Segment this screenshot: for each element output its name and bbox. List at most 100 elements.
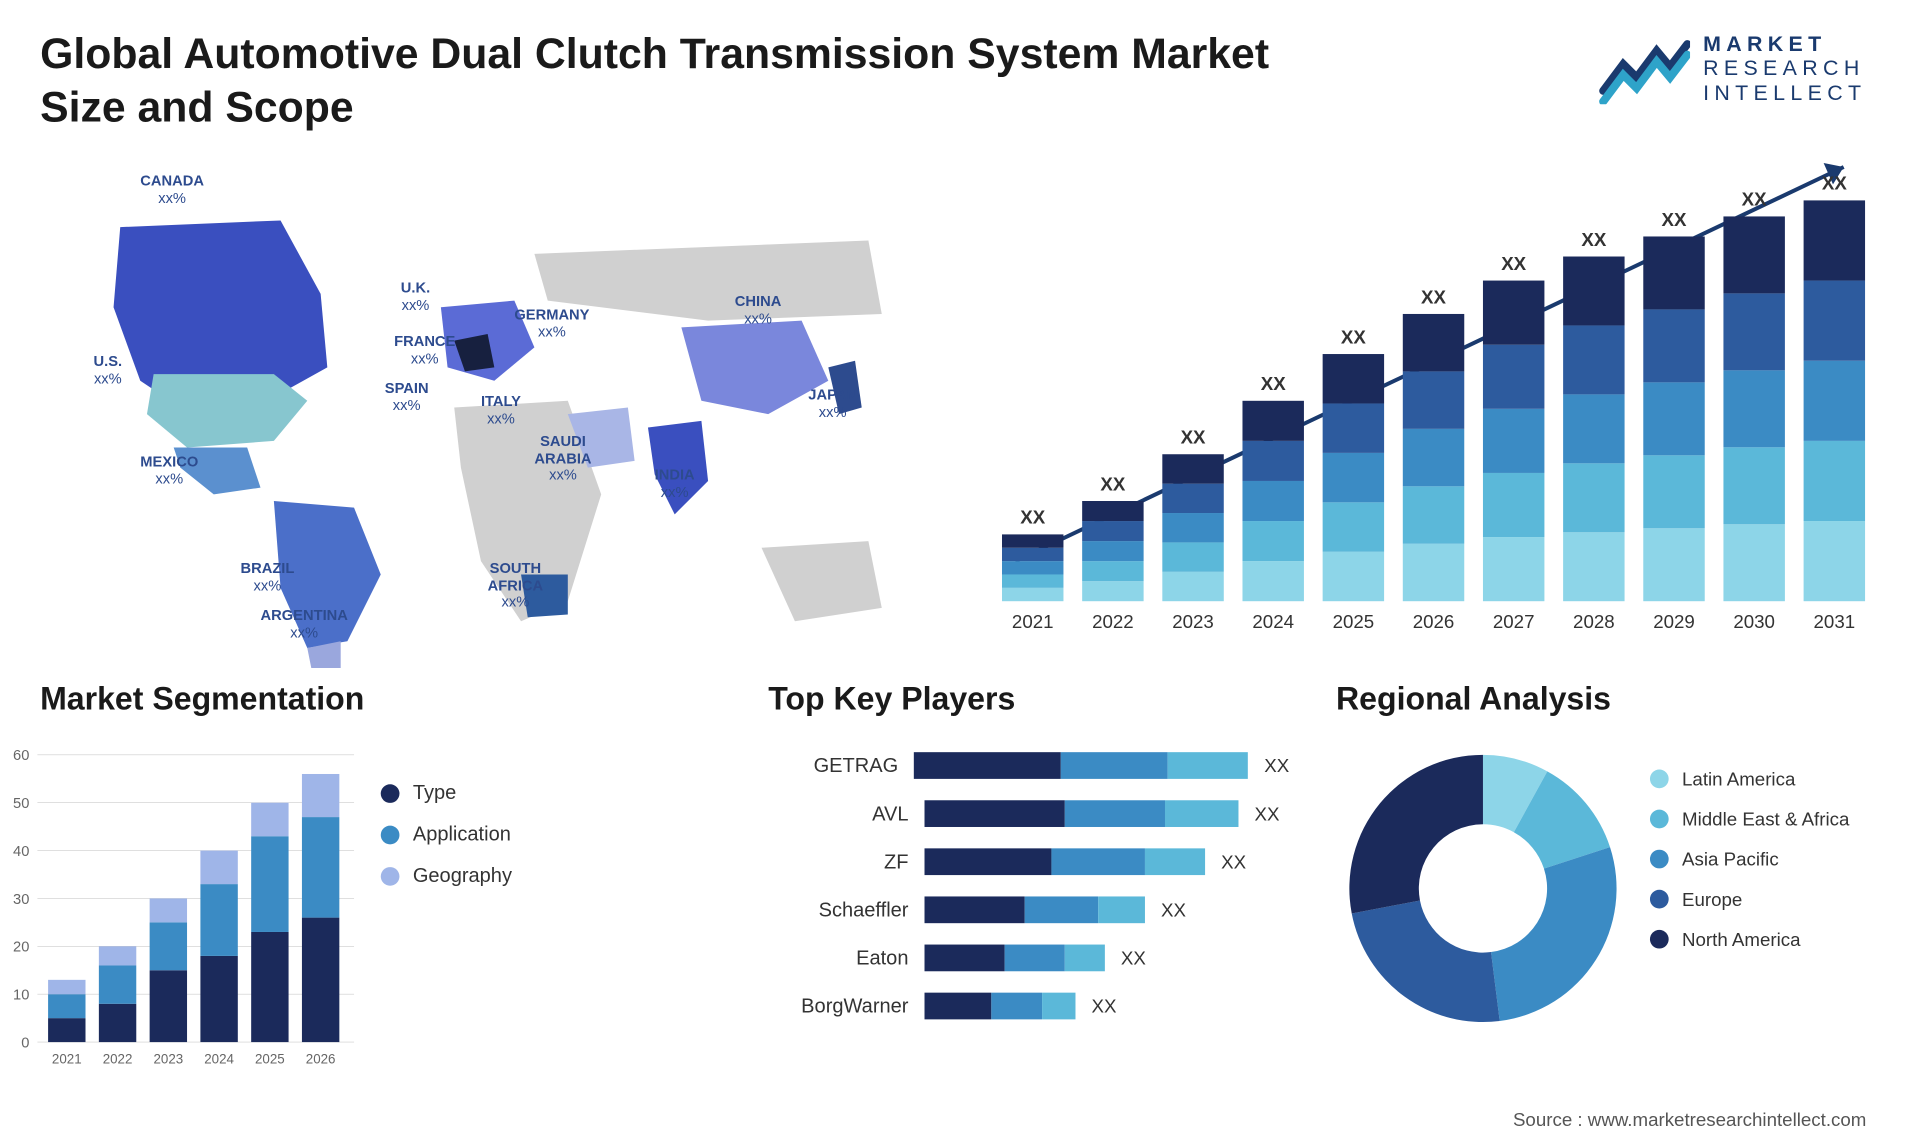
- logo-text: MARKET RESEARCH INTELLECT: [1703, 33, 1866, 107]
- main-bar-seg: [1162, 572, 1223, 601]
- seg-legend-item: Application: [381, 823, 512, 846]
- logo-icon: [1596, 37, 1690, 104]
- player-bar-seg: [1061, 752, 1168, 779]
- main-bar-seg: [1563, 463, 1624, 532]
- main-bar-seg: [1082, 561, 1143, 581]
- main-bar-year: 2026: [1413, 611, 1455, 632]
- logo: MARKET RESEARCH INTELLECT: [1596, 33, 1866, 107]
- main-bar-year: 2024: [1252, 611, 1294, 632]
- player-bar-seg: [914, 752, 1061, 779]
- player-bar: [925, 896, 1145, 923]
- seg-bar-seg: [150, 970, 187, 1042]
- player-value: XX: [1255, 803, 1280, 824]
- seg-legend-item: Type: [381, 782, 512, 805]
- player-bar-seg: [1145, 848, 1205, 875]
- main-bar-value: XX: [1742, 189, 1767, 210]
- page-title: Global Automotive Dual Clutch Transmissi…: [40, 27, 1323, 134]
- map-label: JAPANxx%: [808, 387, 857, 421]
- player-bar-seg: [1025, 896, 1098, 923]
- svg-text:0: 0: [21, 1035, 29, 1051]
- regional-header: Regional Analysis: [1336, 681, 1897, 718]
- main-bar-seg: [1403, 429, 1464, 486]
- svg-text:10: 10: [13, 988, 29, 1004]
- main-bar-seg: [1643, 455, 1704, 528]
- player-bar-seg: [925, 896, 1025, 923]
- main-bar-seg: [1323, 552, 1384, 601]
- seg-bar-seg: [99, 946, 136, 965]
- seg-bar-seg: [200, 956, 237, 1042]
- main-bar-seg: [1804, 441, 1865, 521]
- player-bar-seg: [1065, 945, 1105, 972]
- main-bar-seg: [1082, 581, 1143, 601]
- player-bar-seg: [1065, 800, 1165, 827]
- player-bar: [914, 752, 1248, 779]
- main-bar-value: XX: [1181, 427, 1206, 448]
- map-label: ARGENTINAxx%: [261, 608, 348, 642]
- main-bar-seg: [1563, 257, 1624, 326]
- main-bar-year: 2029: [1653, 611, 1695, 632]
- seg-bar-seg: [251, 803, 288, 837]
- player-value: XX: [1221, 851, 1246, 872]
- seg-bar-seg: [302, 817, 339, 918]
- main-bar-seg: [1002, 574, 1063, 587]
- main-bar-seg: [1242, 441, 1303, 481]
- main-bar-seg: [1483, 473, 1544, 537]
- svg-text:2025: 2025: [255, 1051, 285, 1066]
- main-bar-chart: XX2021XX2022XX2023XX2024XX2025XX2026XX20…: [975, 147, 1883, 655]
- main-bar-seg: [1242, 521, 1303, 561]
- main-bar-seg: [1563, 532, 1624, 601]
- player-row: AVLXX: [768, 796, 1289, 831]
- map-label: ITALYxx%: [481, 394, 521, 428]
- main-bar-seg: [1242, 401, 1303, 441]
- main-bar-seg: [1643, 309, 1704, 382]
- map-label: INDIAxx%: [655, 468, 695, 502]
- main-bar-seg: [1082, 541, 1143, 561]
- seg-bar-seg: [302, 774, 339, 817]
- map-region-us: [147, 374, 307, 447]
- seg-bar-seg: [99, 1004, 136, 1042]
- regional-legend-item: Latin America: [1650, 768, 1849, 789]
- map-label: SOUTHAFRICAxx%: [488, 561, 544, 612]
- main-bar-seg: [1804, 521, 1865, 601]
- map-label: CANADAxx%: [140, 174, 204, 208]
- player-bar-seg: [1051, 848, 1145, 875]
- player-name: ZF: [768, 850, 924, 873]
- main-bar-seg: [1643, 528, 1704, 601]
- main-bar-value: XX: [1822, 173, 1847, 194]
- map-label: CHINAxx%: [735, 294, 782, 328]
- player-row: EatonXX: [768, 941, 1289, 976]
- player-bar: [925, 993, 1076, 1020]
- main-bar-year: 2022: [1092, 611, 1134, 632]
- main-bar-seg: [1483, 537, 1544, 601]
- regional-legend-item: Europe: [1650, 888, 1849, 909]
- player-bar: [925, 800, 1239, 827]
- donut-slice: [1352, 900, 1500, 1022]
- main-bar-seg: [1563, 325, 1624, 394]
- svg-text:60: 60: [13, 748, 29, 764]
- player-name: Eaton: [768, 947, 924, 970]
- seg-bar-seg: [200, 851, 237, 885]
- main-bar-seg: [1082, 521, 1143, 541]
- main-bar-seg: [1403, 314, 1464, 371]
- main-bar-seg: [1723, 447, 1784, 524]
- main-bar-value: XX: [1501, 253, 1526, 274]
- svg-text:2021: 2021: [52, 1051, 82, 1066]
- main-bar-seg: [1723, 524, 1784, 601]
- segmentation-chart: 0102030405060202120222023202420252026: [0, 741, 361, 1075]
- main-bar-seg: [1483, 281, 1544, 345]
- source-text: Source : www.marketresearchintellect.com: [1513, 1109, 1866, 1130]
- player-bar: [925, 945, 1105, 972]
- main-bar-seg: [1323, 453, 1384, 502]
- main-bar-year: 2027: [1493, 611, 1535, 632]
- regional-legend-item: Asia Pacific: [1650, 848, 1849, 869]
- player-bar-seg: [1042, 993, 1075, 1020]
- segmentation-legend: TypeApplicationGeography: [381, 782, 512, 906]
- regional-legend: Latin AmericaMiddle East & AfricaAsia Pa…: [1650, 768, 1849, 968]
- main-bar-seg: [1643, 236, 1704, 309]
- seg-bar-seg: [48, 994, 85, 1018]
- main-bar-year: 2030: [1733, 611, 1775, 632]
- main-bar-value: XX: [1020, 507, 1045, 528]
- map-label: U.K.xx%: [401, 281, 430, 315]
- main-bar-seg: [1804, 281, 1865, 361]
- svg-text:2023: 2023: [153, 1051, 183, 1066]
